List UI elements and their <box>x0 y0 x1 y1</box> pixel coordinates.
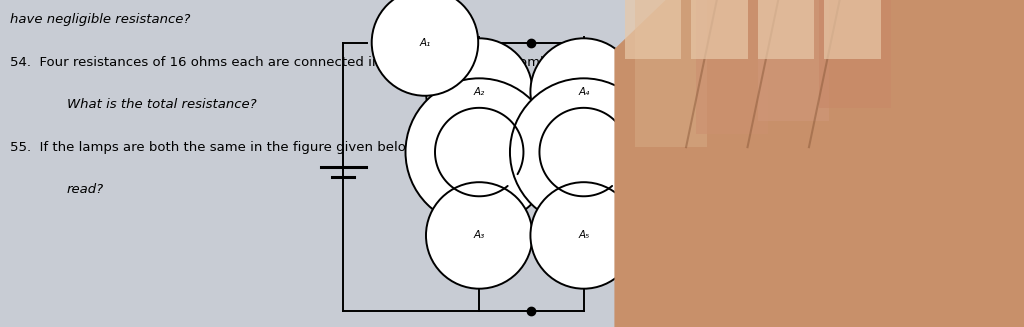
Ellipse shape <box>530 182 637 289</box>
Polygon shape <box>696 0 768 134</box>
Polygon shape <box>614 0 1024 327</box>
Ellipse shape <box>426 38 532 145</box>
Text: have negligible resistance?: have negligible resistance? <box>10 13 190 26</box>
Polygon shape <box>819 0 891 108</box>
Text: A₁: A₁ <box>420 38 430 47</box>
Ellipse shape <box>406 78 553 226</box>
Ellipse shape <box>530 38 637 145</box>
Text: 55.  If the lamps are both the same in the figure given below and if A₁ reads 0.: 55. If the lamps are both the same in th… <box>10 141 735 154</box>
Polygon shape <box>625 0 681 59</box>
Ellipse shape <box>510 78 657 226</box>
Text: A₄: A₄ <box>579 87 589 96</box>
Text: 54.  Four resistances of 16 ohms each are connected in parallel. Four such combi: 54. Four resistances of 16 ohms each are… <box>10 56 659 69</box>
Polygon shape <box>758 0 814 59</box>
Ellipse shape <box>426 182 532 289</box>
Text: read?: read? <box>67 183 103 196</box>
Polygon shape <box>691 0 748 59</box>
Polygon shape <box>758 0 829 121</box>
Polygon shape <box>635 0 707 147</box>
Polygon shape <box>824 0 881 59</box>
Text: What is the total resistance?: What is the total resistance? <box>67 98 256 111</box>
Ellipse shape <box>372 0 478 96</box>
Text: A₃: A₃ <box>474 231 484 240</box>
Text: A₅: A₅ <box>579 231 589 240</box>
Text: A₂: A₂ <box>474 87 484 96</box>
